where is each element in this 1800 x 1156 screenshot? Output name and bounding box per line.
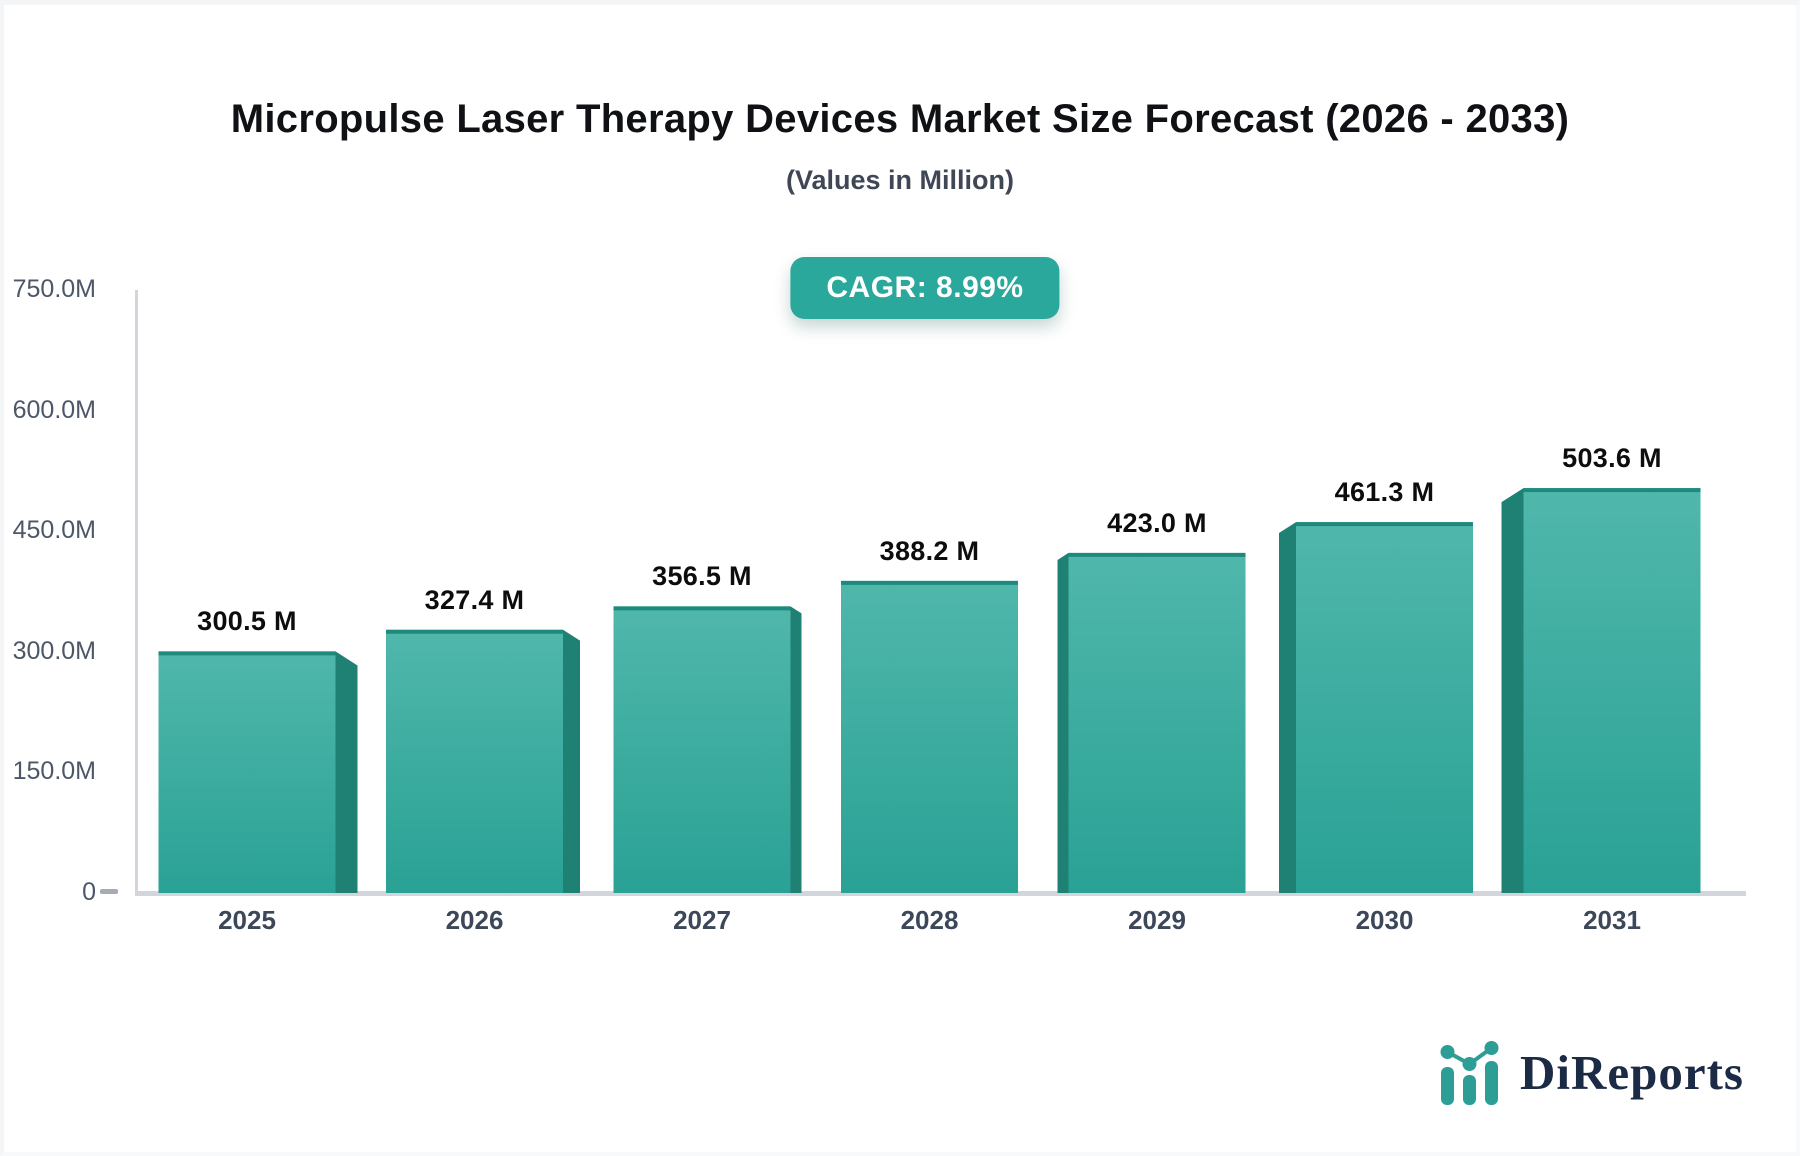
x-axis-tick-label: 2030 (1355, 905, 1414, 935)
bar-2029 (1068, 552, 1246, 893)
x-axis-tick-label: 2028 (900, 905, 959, 935)
x-axis-tick-label: 2025 (218, 905, 276, 935)
y-axis-tick-label: 750.0M (12, 275, 96, 303)
bar-top-edge (158, 651, 336, 656)
direports-logo: DiReports (1436, 1039, 1744, 1105)
bar-side (790, 606, 802, 893)
bar-2030 (1296, 522, 1473, 893)
bar-2027 (613, 606, 791, 893)
x-axis-tick-label: 2027 (673, 905, 731, 935)
y-axis-tick-label: 0 (82, 878, 96, 906)
bars-svg (100, 290, 1746, 896)
x-axis-tick-label: 2029 (1128, 905, 1186, 935)
bar-value-label: 388.2 M (879, 535, 980, 566)
bar-top-edge (613, 606, 791, 611)
bar-2025 (158, 651, 336, 893)
bar-top-edge (841, 580, 1018, 585)
x-axis-line (135, 891, 1746, 896)
y-axis-line (135, 290, 138, 893)
x-axis-tick-label: 2026 (445, 905, 504, 935)
zero-tick-dash (100, 889, 118, 894)
bar-top-edge (1068, 552, 1246, 557)
chart-subtitle: (Values in Million) (785, 165, 1015, 195)
bar-side (563, 629, 580, 893)
cagr-badge: CAGR: 8.99% (790, 257, 1060, 319)
bar-side (335, 651, 358, 893)
bar-2028 (841, 580, 1018, 893)
y-axis-tick-label: 600.0M (12, 395, 96, 424)
bar-value-label: 356.5 M (652, 561, 752, 592)
x-axis-tick-label: 2031 (1583, 905, 1641, 935)
y-axis-tick-label: 300.0M (12, 636, 96, 665)
bar-top-edge (1296, 522, 1473, 527)
bar-value-label: 423.0 M (1107, 507, 1207, 538)
bar-top-edge (1523, 488, 1701, 493)
bar-top-edge (386, 629, 563, 634)
direports-logo-text: DiReports (1519, 1044, 1744, 1100)
bar-value-label: 327.4 M (424, 584, 525, 615)
bar-value-label: 300.5 M (197, 606, 297, 637)
bar-side (1057, 552, 1069, 893)
bar-2026 (386, 629, 563, 893)
bar-side (1279, 522, 1296, 893)
y-axis-tick-label: 150.0M (12, 757, 96, 786)
bar-chart-plot: 750.0M 600.0M 450.0M 300.0M 150.0M 0 300.5 M 20… (4, 5, 1796, 1152)
bar-value-label: 461.3 M (1334, 477, 1435, 508)
y-axis-tick-label: 450.0M (12, 516, 96, 545)
bar-value-label: 503.6 M (1562, 443, 1662, 474)
bar-2031 (1523, 488, 1701, 893)
bar-chart-logo-icon (1440, 1041, 1499, 1105)
chart-title: Micropulse Laser Therapy Devices Market … (230, 97, 1570, 141)
bar-side (1501, 488, 1524, 893)
